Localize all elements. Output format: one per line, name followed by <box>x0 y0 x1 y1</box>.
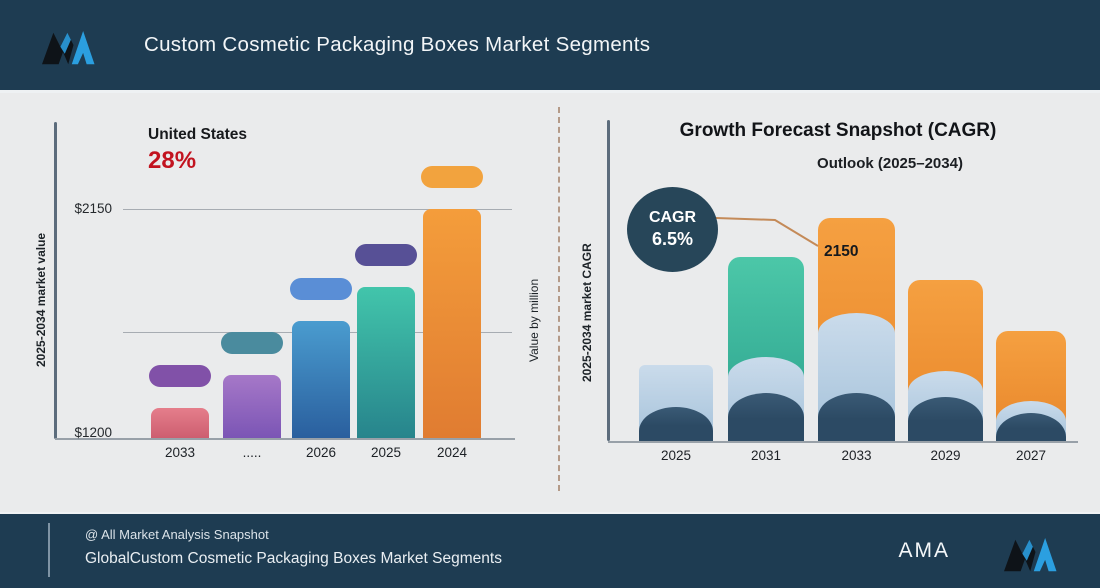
x-axis-label-2024: 2024 <box>436 445 468 460</box>
footer-separator <box>48 523 50 577</box>
footer: @ All Market Analysis Snapshot GlobalCus… <box>0 512 1100 588</box>
content: United States 28% $2150 $1200 2025-2034 … <box>0 93 1100 512</box>
footer-brand-text: AMA <box>898 539 950 562</box>
cagr-badge: CAGR 6.5% <box>627 187 718 272</box>
gridline <box>123 209 512 210</box>
right-y-axis-line <box>607 120 610 441</box>
stacked-bar-2033 <box>818 218 895 441</box>
right-x-axis-line <box>608 441 1078 443</box>
bar-value-annotation: 2150 <box>824 243 859 260</box>
stacked-bar-2025 <box>639 365 713 441</box>
bar-2026 <box>292 321 350 438</box>
right-chart-subtitle: Outlook (2025–2034) <box>817 155 963 172</box>
stacked-bar-2031 <box>728 257 804 441</box>
segment-base-2025 <box>639 407 713 441</box>
left-y-axis-line <box>54 122 57 439</box>
segment-base-2031 <box>728 393 804 441</box>
y-tick-1200: $1200 <box>74 425 112 440</box>
bar-cap-2033 <box>149 365 211 387</box>
panel-divider <box>558 107 560 491</box>
bar-..... <box>223 375 281 438</box>
bar-2025 <box>357 287 415 438</box>
bar-cap-2024 <box>421 166 483 188</box>
left-chart-highlight: 28% <box>148 147 197 174</box>
segment-base-2033 <box>818 393 895 441</box>
footer-ama-logo-icon <box>1004 538 1057 572</box>
right-chart-title: Growth Forecast Snapshot (CAGR) <box>679 120 997 141</box>
x-axis-label-2025: 2025 <box>660 448 692 463</box>
header: Custom Cosmetic Packaging Boxes Market S… <box>0 0 1100 93</box>
x-axis-label-2025: 2025 <box>370 445 402 460</box>
x-axis-label-.....: ..... <box>242 445 262 460</box>
bar-cap-2025 <box>355 244 417 266</box>
stacked-bar-2029 <box>908 280 983 441</box>
x-axis-label-2029: 2029 <box>930 448 961 463</box>
x-axis-label-2031: 2031 <box>750 448 782 463</box>
footer-title-line: GlobalCustom Cosmetic Packaging Boxes Ma… <box>85 550 502 567</box>
stacked-bar-2027 <box>996 331 1066 441</box>
segment-base-2029 <box>908 397 983 441</box>
x-axis-label-2027: 2027 <box>1015 448 1047 463</box>
left-x-axis-line <box>55 438 515 440</box>
footer-source-line: @ All Market Analysis Snapshot <box>85 527 269 542</box>
x-axis-label-2033: 2033 <box>841 448 872 463</box>
x-axis-label-2026: 2026 <box>305 445 337 460</box>
page-title: Custom Cosmetic Packaging Boxes Market S… <box>144 33 651 56</box>
bar-cap-..... <box>221 332 283 354</box>
ama-logo-icon <box>42 31 95 65</box>
value-by-million-label: Value by million <box>527 278 541 362</box>
y-tick-2150: $2150 <box>74 201 112 216</box>
right-y-axis-title: 2025-2034 market CAGR <box>580 243 594 383</box>
cagr-badge-label: CAGR <box>648 209 697 227</box>
bar-2024 <box>423 209 481 438</box>
badge-connector-line <box>715 217 819 247</box>
left-chart-title: United States <box>148 126 248 143</box>
x-axis-label-2033: 2033 <box>164 445 196 460</box>
bar-2033 <box>151 408 209 438</box>
left-y-axis-title: 2025-2034 market value <box>34 232 48 368</box>
cagr-badge-value: 6.5% <box>651 229 694 250</box>
bar-cap-2026 <box>290 278 352 300</box>
